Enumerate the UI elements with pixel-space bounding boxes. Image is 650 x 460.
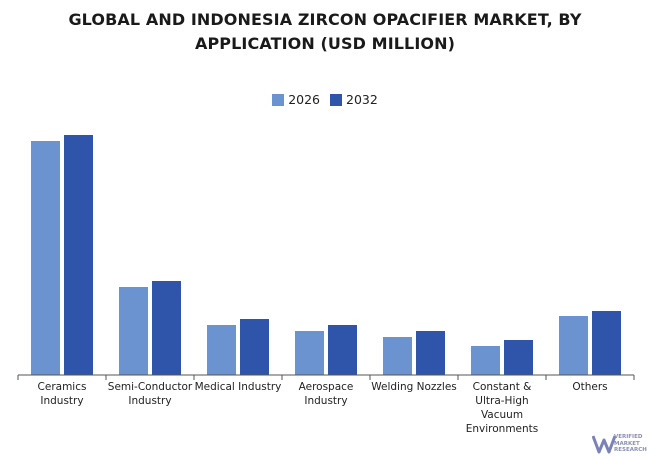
- category-label-line: Environments: [465, 423, 539, 435]
- category-label: Others: [545, 380, 635, 394]
- category-label-line: Vacuum: [480, 409, 524, 421]
- chart-legend: 2026 2032: [0, 92, 650, 107]
- category-label-line: Ultra-High: [475, 395, 529, 407]
- category-label-line: Medical Industry: [194, 381, 282, 393]
- category-label: Welding Nozzles: [369, 380, 459, 394]
- bar-2026-1: [119, 287, 148, 375]
- x-axis-ticks: [17, 375, 635, 380]
- bar-2026-2: [207, 325, 236, 375]
- category-label: Constant & Ultra-High Vacuum Environments: [457, 380, 547, 436]
- bar-2032-3: [328, 325, 357, 375]
- logo-line-2: MARKET: [614, 440, 640, 447]
- legend-item-2026: 2026: [272, 92, 320, 107]
- category-label-line: Others: [572, 381, 608, 393]
- bar-2026-3: [295, 331, 324, 375]
- category-label-line: Ceramics: [37, 381, 87, 393]
- legend-swatch-2026: [272, 93, 285, 106]
- category-label: Medical Industry: [193, 380, 283, 394]
- bar-2026-5: [471, 346, 500, 375]
- bar-2026-0: [31, 141, 60, 375]
- bar-2032-1: [152, 281, 181, 375]
- legend-swatch-2032: [330, 93, 342, 106]
- category-label: Semi-Conductor Industry: [105, 380, 195, 408]
- legend-label-2032: 2032: [346, 92, 378, 107]
- category-label-line: Semi-Conductor: [107, 381, 193, 393]
- chart-title-line-1: GLOBAL AND INDONESIA ZIRCON OPACIFIER MA…: [68, 10, 582, 29]
- logo-line-1: VERIFIED: [614, 434, 643, 440]
- bar-2032-4: [416, 331, 445, 375]
- bar-2032-6: [592, 311, 621, 375]
- bars-group: [31, 135, 621, 375]
- legend-label-2026: 2026: [288, 92, 320, 107]
- category-label-line: Aerospace: [298, 381, 354, 393]
- logo-text: VERIFIED MARKET RESEARCH: [614, 434, 647, 454]
- category-label-line: Constant &: [472, 381, 532, 393]
- category-label-line: Industry: [40, 395, 84, 407]
- chart-title: GLOBAL AND INDONESIA ZIRCON OPACIFIER MA…: [0, 8, 650, 56]
- category-label: Ceramics Industry: [17, 380, 107, 408]
- logo-line-3: RESEARCH: [614, 447, 647, 453]
- bar-2026-4: [383, 337, 412, 375]
- verified-market-research-logo: VERIFIED MARKET RESEARCH: [591, 432, 648, 458]
- chart-title-line-2: APPLICATION (USD MILLION): [195, 34, 455, 53]
- category-label-line: Welding Nozzles: [371, 381, 457, 393]
- category-label-line: Industry: [128, 395, 172, 407]
- legend-item-2032: 2032: [330, 92, 378, 107]
- vmr-logo-icon: [591, 435, 617, 454]
- bar-2032-0: [64, 135, 93, 375]
- bar-2032-5: [504, 340, 533, 375]
- category-label-line: Industry: [304, 395, 348, 407]
- bar-2032-2: [240, 319, 269, 375]
- bar-2026-6: [559, 316, 588, 375]
- category-label: Aerospace Industry: [281, 380, 371, 408]
